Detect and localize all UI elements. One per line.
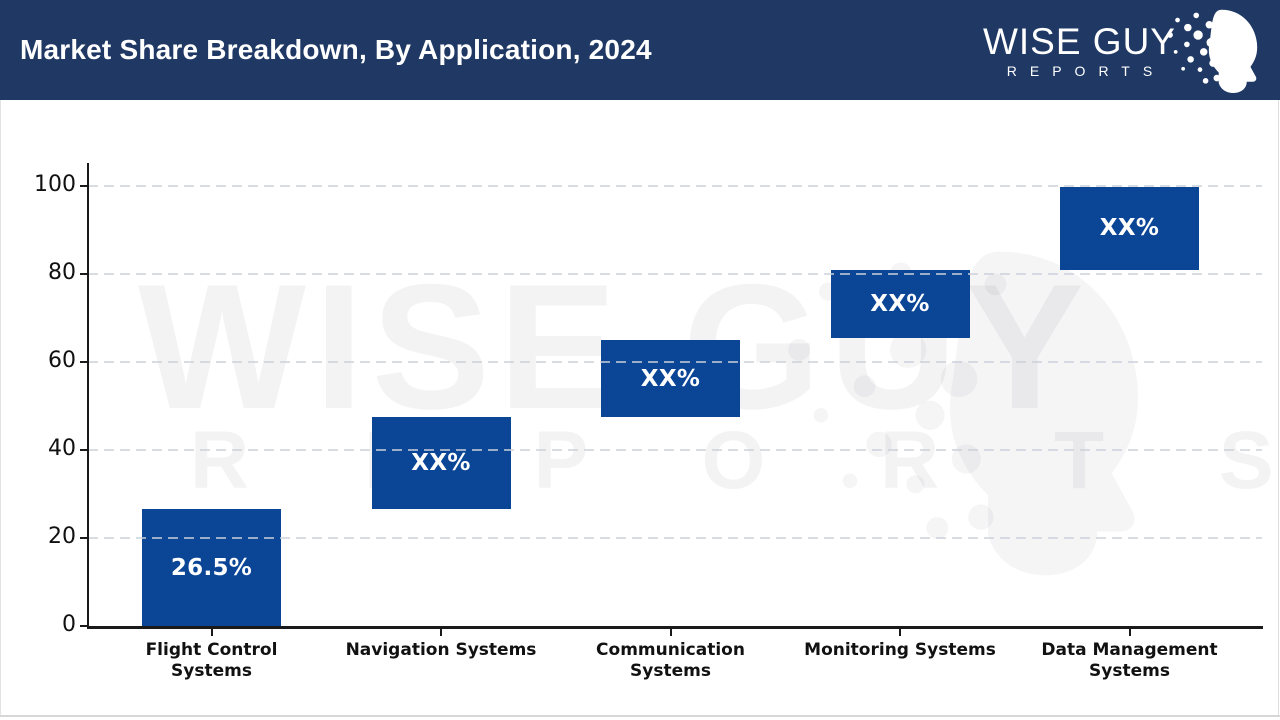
y-tick-mark — [80, 449, 88, 451]
wiseguy-logo-text: WISE GUY REPORTS — [983, 23, 1176, 78]
x-tick-mark — [1128, 628, 1131, 636]
y-tick-label: 60 — [48, 348, 76, 373]
bar-value-label: 26.5% — [170, 554, 253, 581]
page-title: Market Share Breakdown, By Application, … — [20, 34, 652, 65]
bar-2: XX% — [371, 417, 511, 510]
category-label-line: Navigation Systems — [345, 640, 537, 660]
frame-bottom-border — [0, 715, 1280, 717]
x-axis-spine — [87, 626, 1263, 629]
gridline — [88, 537, 1262, 539]
category-label: Data Management Systems — [1000, 640, 1260, 681]
logo-wordmark: WISE GUY — [982, 20, 1176, 62]
y-axis-spine — [87, 163, 89, 628]
x-tick-mark — [669, 628, 672, 636]
category-label: Communication Systems — [541, 640, 801, 681]
category-label-line: Systems — [630, 660, 711, 681]
y-tick-label: 40 — [48, 436, 76, 461]
y-tick-mark — [80, 625, 88, 627]
frame-left-border — [0, 100, 1, 716]
x-tick-mark — [899, 628, 901, 636]
logo-subtitle: REPORTS — [1006, 62, 1166, 79]
category-label-line: Communication — [596, 640, 745, 660]
y-tick-label: 0 — [62, 612, 76, 637]
category-label-line: Systems — [1089, 660, 1170, 681]
category-label-line: Systems — [171, 660, 252, 681]
frame-right-border — [1278, 100, 1279, 716]
category-label: Monitoring Systems — [770, 640, 1030, 661]
bar-1: 26.5% — [142, 509, 281, 626]
y-tick-mark — [80, 273, 88, 275]
x-tick-mark — [210, 628, 213, 636]
bar-value-label: XX% — [411, 450, 471, 477]
bar-3: XX% — [601, 340, 740, 417]
x-tick-mark — [440, 628, 442, 636]
y-tick-mark — [80, 361, 88, 363]
y-tick-mark — [80, 185, 88, 187]
category-label-line: Data Management — [1041, 640, 1218, 660]
header: Market Share Breakdown, By Application, … — [0, 0, 1280, 100]
plot-area: 26.5% XX% XX% XX% XX% 0 20 40 60 80 100 Flight Con… — [0, 100, 1280, 720]
category-label-line: Flight Control — [145, 640, 278, 660]
y-tick-label: 20 — [48, 524, 76, 549]
y-tick-label: 100 — [34, 172, 76, 197]
bar-value-label: XX% — [640, 365, 701, 392]
wiseguy-face-icon — [1167, 9, 1258, 93]
bar-4: XX% — [830, 269, 970, 338]
category-label: Flight Control Systems — [82, 640, 342, 681]
bar-value-label: XX% — [1099, 215, 1160, 242]
category-label: Navigation Systems — [311, 640, 571, 661]
gridline — [88, 449, 1262, 451]
bar-5: XX% — [1060, 186, 1199, 270]
y-tick-label: 80 — [48, 260, 76, 285]
watermark-subtitle: R E P O R T S — [190, 415, 1280, 506]
gridline — [88, 273, 1262, 275]
y-tick-mark — [80, 537, 88, 539]
category-label-line: Monitoring Systems — [804, 640, 996, 660]
wiseguy-logo: WISE GUY REPORTS — [983, 7, 1266, 93]
bar-value-label: XX% — [870, 290, 930, 317]
gridline — [88, 185, 1262, 187]
gridline — [88, 361, 1262, 363]
